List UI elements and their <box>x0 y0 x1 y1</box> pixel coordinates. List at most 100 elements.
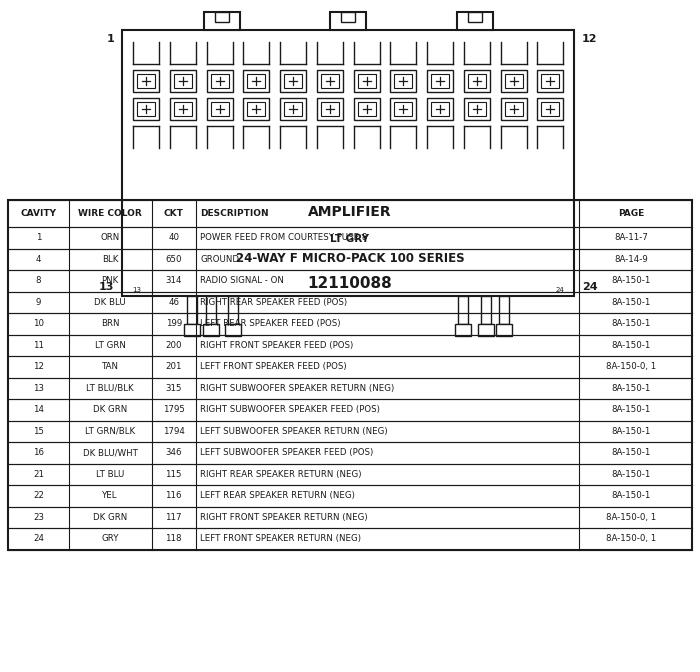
Text: YEL: YEL <box>102 491 118 501</box>
Text: LEFT FRONT SPEAKER RETURN (NEG): LEFT FRONT SPEAKER RETURN (NEG) <box>200 534 361 544</box>
Text: 8A-150-0, 1: 8A-150-0, 1 <box>606 513 657 522</box>
Bar <box>8 227 692 249</box>
Bar <box>468 12 482 22</box>
Bar <box>391 98 416 120</box>
Bar <box>122 30 574 296</box>
Bar <box>496 324 512 336</box>
Text: 12: 12 <box>33 362 44 372</box>
Text: LT BLU: LT BLU <box>96 470 125 479</box>
Bar <box>8 507 692 528</box>
Bar <box>478 324 494 336</box>
Text: 14: 14 <box>33 405 44 415</box>
Text: 1: 1 <box>106 34 115 44</box>
Text: CKT: CKT <box>164 209 183 218</box>
Bar <box>500 71 526 92</box>
Text: 201: 201 <box>165 362 182 372</box>
Text: 9: 9 <box>36 298 41 307</box>
Bar <box>185 324 200 336</box>
Text: 116: 116 <box>165 491 182 501</box>
Text: CAVITY: CAVITY <box>20 209 57 218</box>
Bar <box>505 74 522 88</box>
Text: 8A-150-1: 8A-150-1 <box>612 384 651 393</box>
Bar <box>358 102 376 116</box>
Bar <box>206 296 216 324</box>
Bar <box>215 12 229 22</box>
Text: LEFT SUBWOOFER SPEAKER RETURN (NEG): LEFT SUBWOOFER SPEAKER RETURN (NEG) <box>200 427 388 436</box>
Bar <box>358 74 376 88</box>
Bar <box>247 74 265 88</box>
Text: 8A-150-1: 8A-150-1 <box>612 427 651 436</box>
Bar <box>394 74 412 88</box>
Bar <box>8 200 692 227</box>
Text: 21: 21 <box>33 470 44 479</box>
Text: TAN: TAN <box>102 362 119 372</box>
Text: BRN: BRN <box>101 319 120 329</box>
Text: 199: 199 <box>166 319 182 329</box>
Bar <box>8 485 692 507</box>
Bar <box>206 98 232 120</box>
Bar <box>538 98 564 120</box>
Text: 8A-150-1: 8A-150-1 <box>612 298 651 307</box>
Bar <box>468 74 486 88</box>
Text: DK GRN: DK GRN <box>93 405 127 415</box>
Text: 8: 8 <box>36 276 41 286</box>
Bar <box>8 421 692 442</box>
Text: 650: 650 <box>165 255 182 264</box>
Bar <box>280 71 306 92</box>
Text: 8A-150-0, 1: 8A-150-0, 1 <box>606 534 657 544</box>
Bar <box>464 71 490 92</box>
Bar <box>202 324 218 336</box>
Text: WIRE COLOR: WIRE COLOR <box>78 209 142 218</box>
Text: LEFT REAR SPEAKER FEED (POS): LEFT REAR SPEAKER FEED (POS) <box>200 319 341 329</box>
Text: PAGE: PAGE <box>618 209 645 218</box>
Text: 314: 314 <box>165 276 182 286</box>
Bar <box>8 399 692 421</box>
Bar <box>431 74 449 88</box>
Text: 1: 1 <box>36 233 41 243</box>
Bar <box>427 98 453 120</box>
Text: 24: 24 <box>33 534 44 544</box>
Text: 11: 11 <box>33 341 44 350</box>
Bar <box>244 71 270 92</box>
Text: 346: 346 <box>165 448 182 458</box>
Text: RADIO SIGNAL - ON: RADIO SIGNAL - ON <box>200 276 284 286</box>
Bar <box>228 296 238 324</box>
Text: 13: 13 <box>99 282 115 292</box>
Bar <box>342 12 355 22</box>
Bar <box>284 74 302 88</box>
Text: GRY: GRY <box>102 534 119 544</box>
Bar <box>391 71 416 92</box>
Text: 8A-11-7: 8A-11-7 <box>615 233 648 243</box>
Bar <box>354 98 379 120</box>
Bar <box>500 98 526 120</box>
Text: 1794: 1794 <box>163 427 185 436</box>
Bar <box>354 71 379 92</box>
Text: PNK: PNK <box>102 276 119 286</box>
Text: LEFT FRONT SPEAKER FEED (POS): LEFT FRONT SPEAKER FEED (POS) <box>200 362 347 372</box>
Text: 40: 40 <box>168 233 179 243</box>
Text: 24: 24 <box>582 282 598 292</box>
Bar <box>317 71 343 92</box>
Text: 8A-150-0, 1: 8A-150-0, 1 <box>606 362 657 372</box>
Text: RIGHT FRONT SPEAKER RETURN (NEG): RIGHT FRONT SPEAKER RETURN (NEG) <box>200 513 368 522</box>
Bar <box>204 12 240 30</box>
Text: LT GRN/BLK: LT GRN/BLK <box>85 427 135 436</box>
Bar <box>284 102 302 116</box>
Text: 12: 12 <box>582 34 598 44</box>
Text: 8A-150-1: 8A-150-1 <box>612 405 651 415</box>
Bar <box>133 71 159 92</box>
Text: LEFT SUBWOOFER SPEAKER FEED (POS): LEFT SUBWOOFER SPEAKER FEED (POS) <box>200 448 374 458</box>
Bar <box>321 102 339 116</box>
Bar <box>317 98 343 120</box>
Bar <box>538 71 564 92</box>
Text: 23: 23 <box>33 513 44 522</box>
Bar <box>211 102 229 116</box>
Text: DK BLU/WHT: DK BLU/WHT <box>83 448 138 458</box>
Bar <box>456 324 471 336</box>
Bar <box>541 74 559 88</box>
Text: DK GRN: DK GRN <box>93 513 127 522</box>
Bar <box>8 270 692 292</box>
Text: 8A-150-1: 8A-150-1 <box>612 448 651 458</box>
Bar <box>458 296 468 324</box>
Bar <box>321 74 339 88</box>
